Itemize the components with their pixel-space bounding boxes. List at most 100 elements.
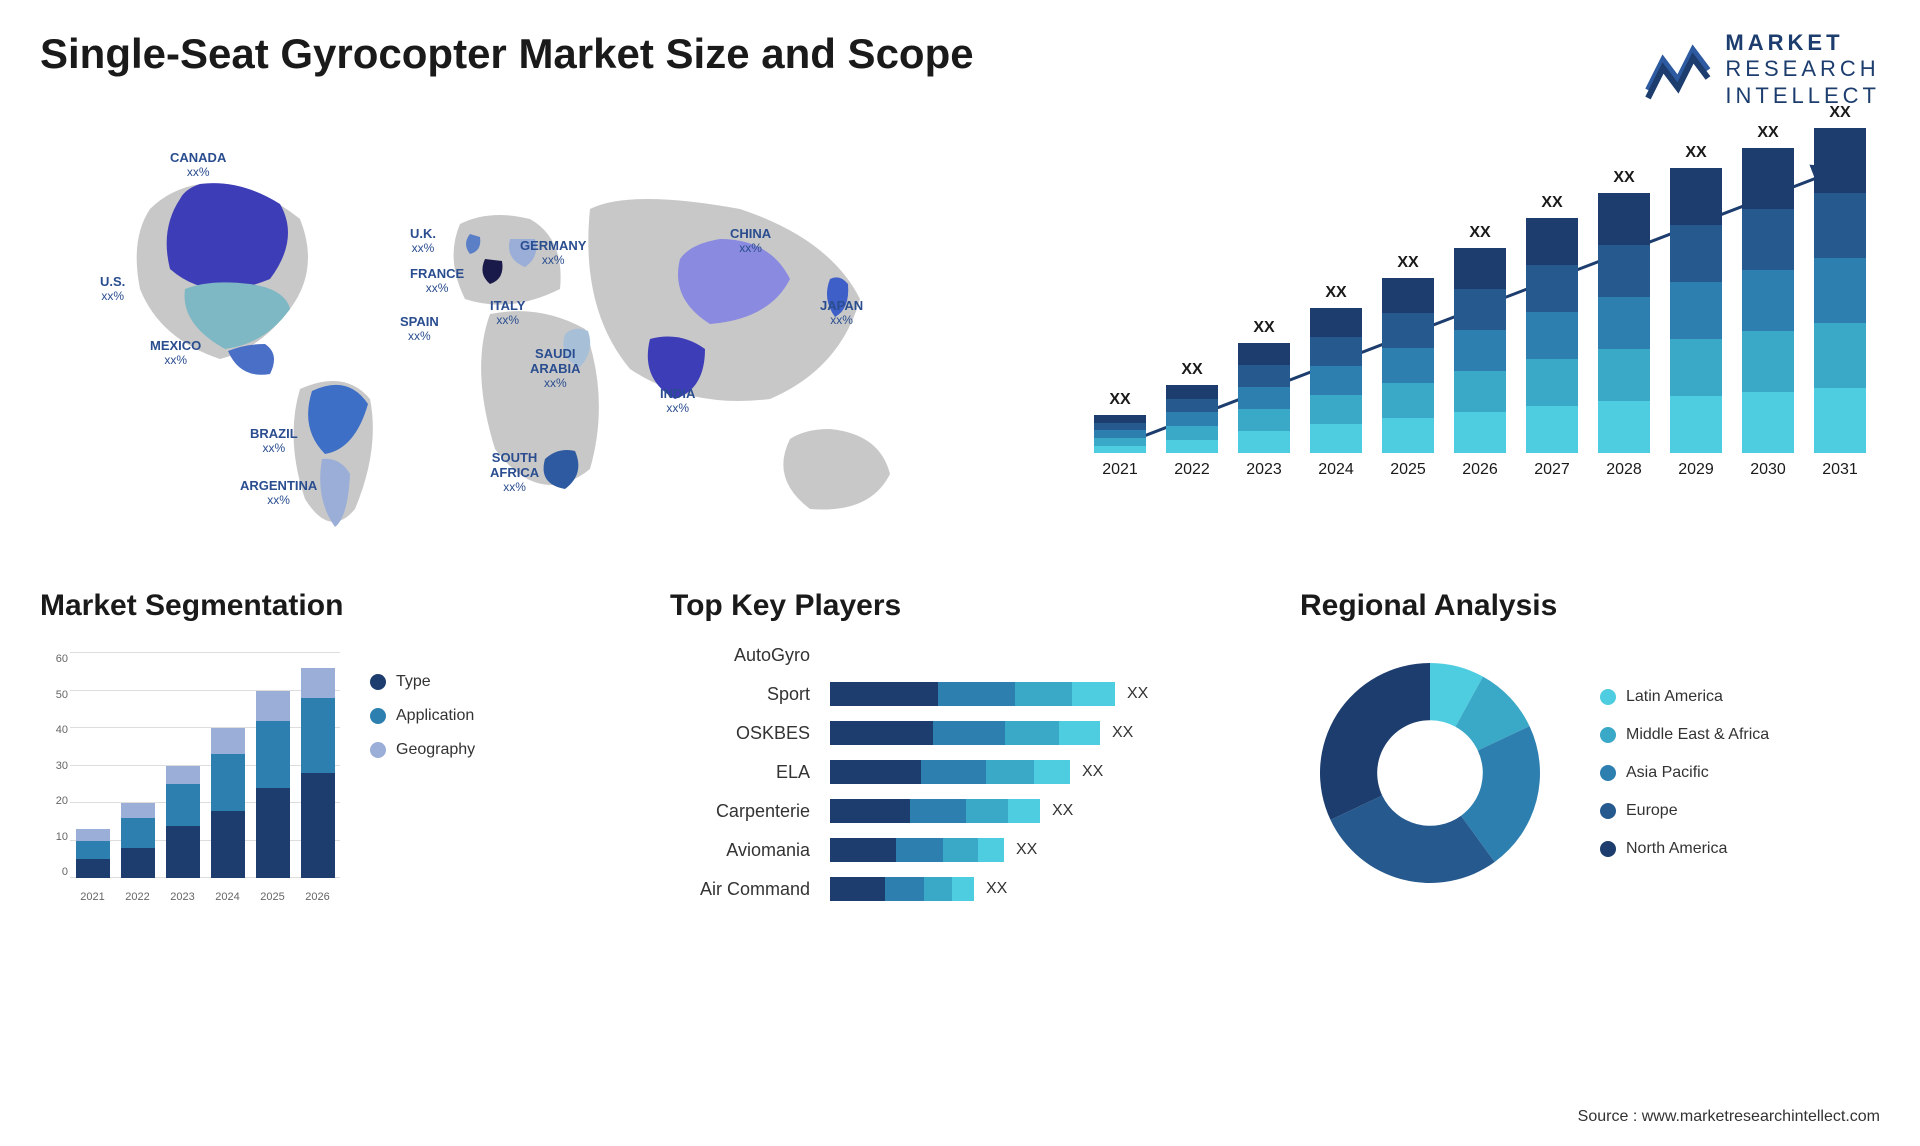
bar-segment	[1526, 359, 1578, 406]
country-pct: xx%	[660, 402, 695, 416]
bar-segment	[1166, 385, 1218, 399]
country-name: ITALY	[490, 299, 525, 314]
logo-line-2: RESEARCH	[1725, 56, 1880, 82]
bar-segment	[1059, 721, 1100, 745]
country-pct: xx%	[530, 377, 581, 391]
legend-swatch	[1600, 803, 1616, 819]
country-pct: xx%	[490, 314, 525, 328]
country-pct: xx%	[820, 314, 863, 328]
y-tick: 10	[40, 831, 68, 843]
segmentation-bar	[301, 668, 335, 878]
legend-label: Application	[396, 707, 474, 725]
growth-bar-value: XX	[1829, 104, 1850, 122]
bar-segment	[921, 760, 986, 784]
legend-swatch	[1600, 689, 1616, 705]
player-bar-row: XX	[830, 760, 1250, 784]
bar-segment	[76, 841, 110, 860]
bar-segment	[910, 799, 967, 823]
player-bar-row	[830, 643, 1250, 667]
legend-label: Europe	[1626, 802, 1678, 820]
country-label: SOUTH AFRICAxx%	[490, 451, 539, 495]
bar-segment	[1382, 313, 1434, 348]
bar-segment	[1382, 278, 1434, 313]
country-name: U.S.	[100, 275, 125, 290]
bar-segment	[1454, 412, 1506, 453]
player-value: XX	[986, 880, 1007, 898]
x-tick: 2023	[170, 891, 194, 903]
y-tick: 0	[40, 866, 68, 878]
bar-segment	[830, 838, 896, 862]
x-tick: 2026	[305, 891, 329, 903]
country-name: FRANCE	[410, 267, 464, 282]
bar-segment	[1670, 168, 1722, 225]
growth-bar-year: 2022	[1174, 461, 1210, 479]
legend-label: Latin America	[1626, 688, 1723, 706]
map-region	[783, 429, 890, 510]
country-label: INDIAxx%	[660, 387, 695, 416]
bar-segment	[1072, 682, 1115, 706]
bar-segment	[1094, 423, 1146, 431]
bar-segment	[1238, 365, 1290, 387]
bar-segment	[1814, 128, 1866, 193]
country-name: BRAZIL	[250, 427, 298, 442]
logo-icon	[1643, 40, 1713, 100]
legend-item: Europe	[1600, 802, 1769, 820]
regional-legend: Latin AmericaMiddle East & AfricaAsia Pa…	[1600, 688, 1769, 858]
bar-segment	[1526, 218, 1578, 265]
bar-segment	[1382, 348, 1434, 383]
bar-segment	[1166, 426, 1218, 440]
map-region	[228, 344, 274, 375]
bar-segment	[1814, 258, 1866, 323]
y-tick: 40	[40, 724, 68, 736]
market-segmentation-section: Market Segmentation 6050403020100 202120…	[40, 589, 620, 903]
y-tick: 50	[40, 689, 68, 701]
bar-segment	[1454, 371, 1506, 412]
bar-segment	[301, 698, 335, 773]
bar-segment	[1670, 396, 1722, 453]
bar-segment	[1454, 289, 1506, 330]
bar-segment	[986, 760, 1034, 784]
bar-segment	[1598, 349, 1650, 401]
player-value: XX	[1016, 841, 1037, 859]
legend-label: North America	[1626, 840, 1727, 858]
bar-segment	[166, 766, 200, 785]
growth-bar-year: 2030	[1750, 461, 1786, 479]
country-pct: xx%	[410, 282, 464, 296]
legend-swatch	[370, 742, 386, 758]
player-value: XX	[1112, 724, 1133, 742]
header: Single-Seat Gyrocopter Market Size and S…	[40, 30, 1880, 109]
legend-swatch	[370, 708, 386, 724]
bar-segment	[1454, 330, 1506, 371]
bar-segment	[1166, 399, 1218, 413]
legend-swatch	[1600, 841, 1616, 857]
segmentation-bar	[211, 728, 245, 878]
bar-segment	[938, 682, 1015, 706]
bar-segment	[830, 682, 938, 706]
growth-bar-year: 2024	[1318, 461, 1354, 479]
player-bar-row: XX	[830, 799, 1250, 823]
player-value: XX	[1082, 763, 1103, 781]
legend-item: Middle East & Africa	[1600, 726, 1769, 744]
bar-segment	[1742, 209, 1794, 270]
growth-bar: XX2025	[1378, 254, 1438, 479]
bar-segment	[1310, 337, 1362, 366]
legend-item: Type	[370, 673, 475, 691]
y-tick: 20	[40, 795, 68, 807]
country-name: SPAIN	[400, 315, 439, 330]
x-tick: 2024	[215, 891, 239, 903]
x-tick: 2025	[260, 891, 284, 903]
bar-segment	[1238, 343, 1290, 365]
legend-item: Application	[370, 707, 475, 725]
bar-segment	[1008, 799, 1040, 823]
segmentation-chart: 6050403020100 202120222023202420252026 T…	[40, 643, 620, 903]
country-label: SPAINxx%	[400, 315, 439, 344]
bar-segment	[76, 829, 110, 840]
player-label: ELA	[670, 760, 810, 784]
country-label: FRANCExx%	[410, 267, 464, 296]
segmentation-legend: TypeApplicationGeography	[370, 643, 475, 903]
bar-segment	[1238, 387, 1290, 409]
bar-segment	[1382, 383, 1434, 418]
key-players-chart: AutoGyroSportOSKBESELACarpenterieAvioman…	[670, 643, 1250, 901]
country-pct: xx%	[240, 494, 317, 508]
country-label: CANADAxx%	[170, 151, 226, 180]
